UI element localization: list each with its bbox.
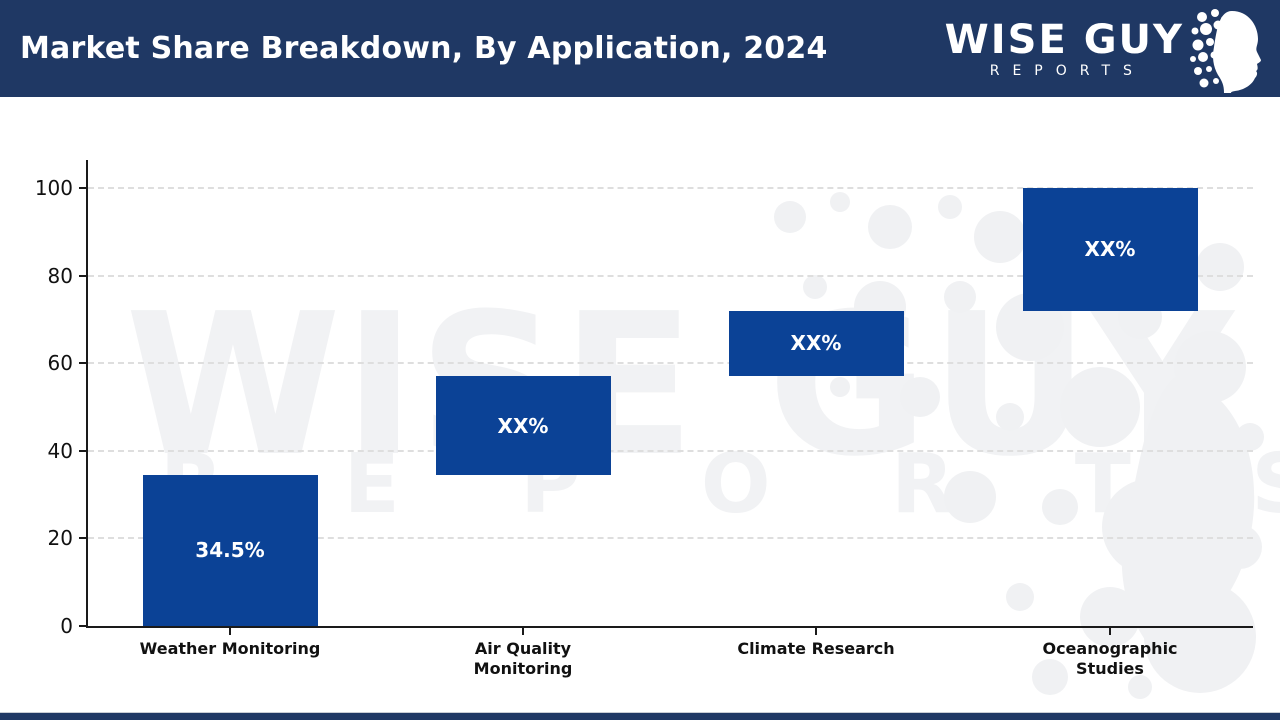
- y-tick-80: [79, 274, 86, 277]
- x-tick-0: [229, 628, 231, 635]
- y-tick-label-40: 40: [47, 438, 73, 463]
- bar-value-label-1: XX%: [497, 413, 549, 438]
- y-tick-label-80: 80: [47, 263, 73, 288]
- y-tick-0: [79, 625, 86, 627]
- x-category-label-1: Air Quality Monitoring: [473, 639, 573, 678]
- gridline-100: [88, 187, 1253, 189]
- bar-value-label-3: XX%: [1084, 237, 1136, 262]
- y-axis-spine: [86, 160, 88, 628]
- gridline-40: [88, 449, 1253, 452]
- bar-value-label-0: 34.5%: [195, 538, 265, 563]
- x-category-label-0: Weather Monitoring: [139, 639, 321, 658]
- logo-subtitle: REPORTS: [989, 62, 1145, 79]
- x-category-label-2: Climate Research: [737, 639, 895, 658]
- footer-bar: [0, 712, 1280, 720]
- gridline-20: [88, 537, 1253, 540]
- gridline-60: [88, 362, 1253, 365]
- x-tick-1: [522, 628, 524, 635]
- logo-wordmark: WISE GUY: [944, 16, 1184, 63]
- chart-plot-area: WISE GUY R E P O R T S 34.5% Weather Moni…: [0, 97, 1280, 712]
- y-tick-label-20: 20: [47, 526, 73, 551]
- y-tick-40: [79, 449, 86, 452]
- y-tick-60: [79, 362, 86, 365]
- chart-title: Market Share Breakdown, By Application, …: [20, 31, 828, 66]
- x-tick-3: [1109, 628, 1111, 635]
- y-tick-20: [79, 537, 86, 540]
- header-bar: Market Share Breakdown, By Application, …: [0, 0, 1280, 97]
- logo-text: WISE GUY REPORTS: [945, 20, 1184, 78]
- bar-1: [435, 376, 611, 475]
- x-category-label-3: Oceanographic Studies: [1042, 639, 1178, 678]
- x-axis-spine: [86, 626, 1253, 628]
- y-tick-label-60: 60: [47, 351, 73, 376]
- y-tick-label-100: 100: [34, 176, 73, 200]
- y-tick-label-0: 0: [60, 614, 73, 638]
- gridline-80: [88, 274, 1253, 277]
- logo-face-icon: [1190, 8, 1261, 93]
- bar-value-label-2: XX%: [790, 331, 842, 356]
- bar-0: [142, 474, 318, 626]
- wiseguy-logo: WISE GUY REPORTS: [945, 5, 1262, 93]
- x-tick-2: [815, 628, 817, 635]
- y-tick-100: [79, 187, 86, 189]
